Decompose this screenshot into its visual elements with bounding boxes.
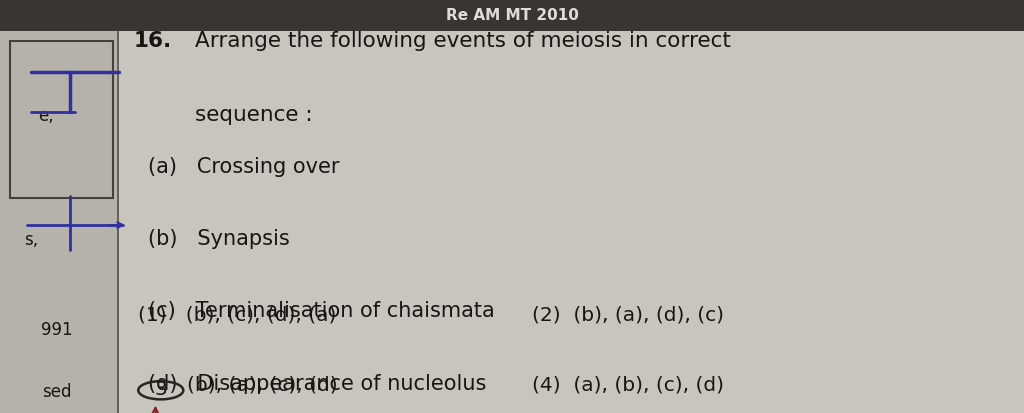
Bar [10,41,113,198]
Text: (a)   Crossing over: (a) Crossing over [148,157,340,177]
Text: (d)   Disappearance of nucleolus: (d) Disappearance of nucleolus [148,374,486,394]
Bar [0,31,118,413]
Text: Arrange the following events of meiosis in correct: Arrange the following events of meiosis … [195,31,730,51]
Text: sed: sed [42,383,71,401]
Bar [0,0,1024,31]
Text: 3: 3 [155,380,167,399]
Text: (1)   (b), (c), (d), (a): (1) (b), (c), (d), (a) [138,306,337,325]
Text: (2)  (b), (a), (d), (c): (2) (b), (a), (d), (c) [532,306,725,325]
Text: (4)  (a), (b), (c), (d): (4) (a), (b), (c), (d) [532,376,725,395]
Text: 16.: 16. [133,31,171,51]
Text: Re AM MT 2010: Re AM MT 2010 [445,8,579,23]
Text: (c)   Terminalisation of chaismata: (c) Terminalisation of chaismata [148,301,496,321]
Text: sequence :: sequence : [195,105,312,125]
Text: (b), (a), (c), (d): (b), (a), (c), (d) [187,376,338,395]
Text: s,: s, [24,230,38,249]
Text: e,: e, [38,107,54,125]
Text: (b)   Synapsis: (b) Synapsis [148,229,290,249]
Text: 991: 991 [41,321,72,339]
